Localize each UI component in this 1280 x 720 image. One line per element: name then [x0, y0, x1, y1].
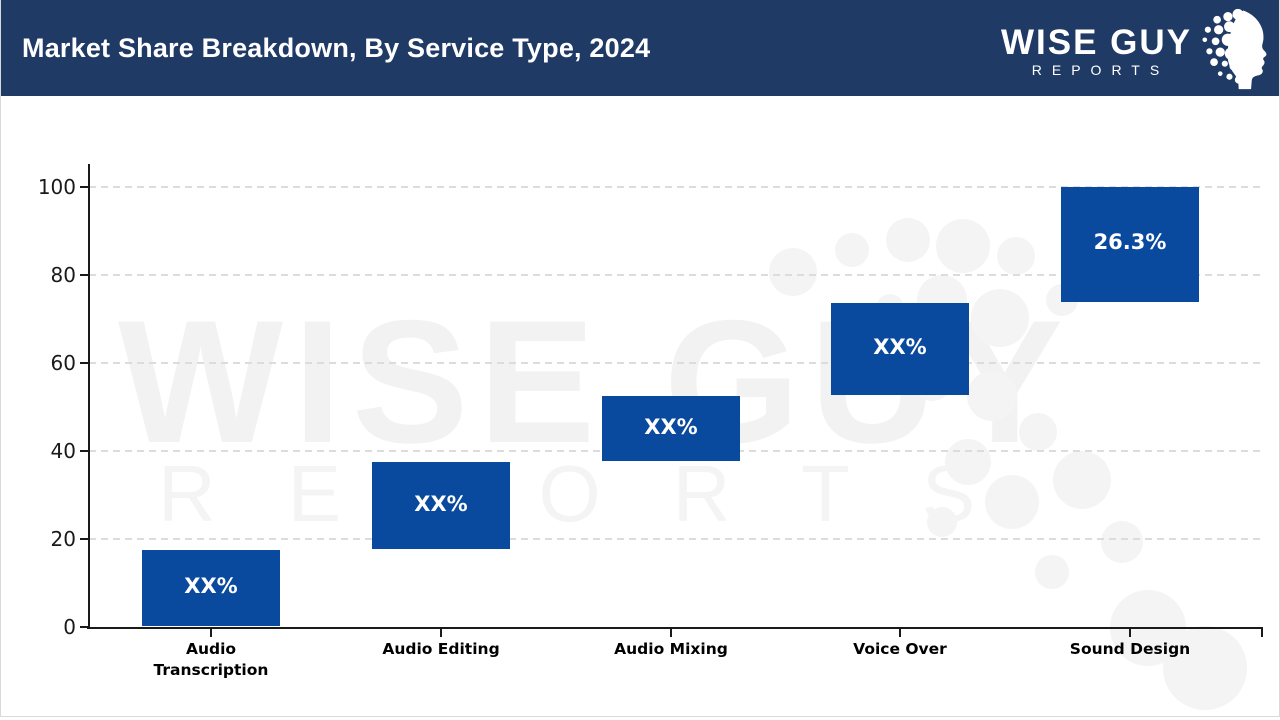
bar-value-label: XX% [873, 335, 927, 360]
brand-name: WISE GUY [1000, 22, 1192, 62]
bar-value-label: XX% [184, 574, 238, 599]
gridline-y80 [89, 274, 1262, 276]
x-category-label: Voice Over [853, 640, 947, 658]
y-tick-mark [80, 186, 88, 188]
gridline-y100 [89, 186, 1262, 188]
x-category-label: Audio Mixing [614, 640, 728, 658]
chart-title: Market Share Breakdown, By Service Type,… [22, 33, 651, 63]
x-axis-line [87, 627, 1263, 629]
x-category-label: Audio Transcription [153, 640, 269, 679]
y-tick-label: 20 [50, 527, 76, 551]
y-tick-label: 40 [50, 439, 76, 463]
y-tick-mark [80, 626, 88, 628]
x-tick-mark [670, 629, 672, 637]
brand-logo: WISE GUY REPORTS [1001, 8, 1268, 94]
y-axis-line [88, 164, 90, 629]
bar-value-label: XX% [414, 491, 468, 516]
brand-logo-text: WISE GUY REPORTS [1000, 22, 1192, 78]
bar-sound-design [1061, 187, 1199, 302]
y-tick-mark [80, 274, 88, 276]
brand-subname: REPORTS [1031, 61, 1170, 78]
gridline-y20 [89, 538, 1262, 540]
gridline-y60 [89, 362, 1262, 364]
x-category-label: Audio Editing [382, 640, 500, 658]
x-tick-mark [440, 629, 442, 637]
bar-audio-editing [372, 462, 510, 550]
bar-value-label: 26.3% [1093, 230, 1167, 255]
x-tick-mark [210, 629, 212, 637]
y-tick-label: 100 [37, 175, 76, 199]
y-tick-label: 80 [50, 263, 76, 287]
y-tick-mark [80, 362, 88, 364]
x-tick-mark [899, 629, 901, 637]
watermark-text-secondary: REPORTS [158, 449, 1048, 538]
bar-voice-over [831, 302, 969, 396]
x-tick-mark [1261, 629, 1263, 637]
y-tick-mark [80, 538, 88, 540]
bar-value-label: XX% [644, 414, 698, 439]
y-tick-label: 60 [50, 351, 76, 375]
y-tick-mark [80, 450, 88, 452]
x-category-label: Sound Design [1069, 640, 1191, 658]
x-tick-mark [1129, 629, 1131, 637]
y-tick-label: 0 [63, 615, 76, 639]
bar-audio-mixing [602, 396, 740, 461]
bar-audio-transcription [142, 550, 280, 626]
wise-guy-head-icon [1194, 8, 1268, 94]
header-bar: Market Share Breakdown, By Service Type,… [0, 0, 1280, 96]
